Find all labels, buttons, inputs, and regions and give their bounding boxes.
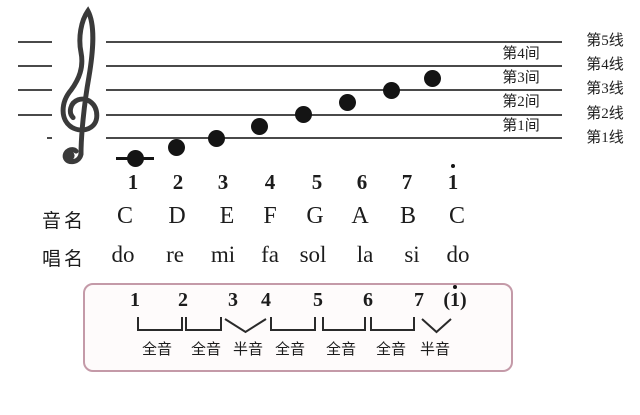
degree-number-6: 6 [356,170,368,194]
note-name-C-high: C [448,203,465,229]
solfege-do-high: do [446,242,470,267]
interval-label-6: 全音 [375,342,406,358]
half-step-v-icon-3-4 [224,318,267,334]
treble-clef-icon [60,6,100,165]
solfege-row-label: 唱名 [42,249,87,270]
whole-step-bracket-4-5 [270,317,316,331]
degree-number-2: 2 [172,170,184,194]
note-dot-2 [168,139,185,156]
interval-label-7: 半音 [419,342,450,358]
box-degree-5: 5 [313,289,323,311]
whole-step-bracket-2-3 [185,317,222,331]
note-dot-7 [383,82,400,99]
interval-label-3: 半音 [232,342,263,358]
line-label-2: 第2线 [586,106,624,122]
degree-number-4: 4 [264,170,276,194]
degree-number-1: 1 [127,170,139,194]
solfege-mi: mi [210,242,236,267]
note-name-B: B [399,203,416,229]
note-name-A: A [351,203,369,229]
half-step-v-icon-7-8 [421,318,452,334]
interval-box: 1 2 3 4 5 6 7 (1) 全音 全音 半音 全音 全音 全音 半音 [83,283,513,372]
whole-step-bracket-1-2 [137,317,183,331]
interval-label-2: 全音 [190,342,221,358]
note-name-E: E [219,203,235,229]
box-degree-2: 2 [178,289,188,311]
note-dot-1 [127,150,144,167]
box-degree-4: 4 [261,289,271,311]
solfege-si: si [404,242,420,267]
staff-line-4 [18,65,562,67]
note-name-C: C [116,203,133,229]
note-dot-4 [251,118,268,135]
note-dot-8 [424,70,441,87]
box-high-octave-dot-icon [453,285,457,289]
solfege-re: re [166,242,184,267]
high-octave-dot-icon [451,164,455,168]
solfege-do: do [111,242,135,267]
note-name-F: F [263,203,277,229]
space-label-4: 第4间 [502,46,540,62]
staff-line-1 [47,137,562,139]
interval-label-1: 全音 [141,342,172,358]
degree-number-3: 3 [217,170,229,194]
solfege-sol: sol [299,242,327,267]
interval-label-4: 全音 [274,342,305,358]
box-degree-8-high-do: (1) [443,289,467,311]
line-label-4: 第4线 [586,57,624,73]
box-degree-3: 3 [228,289,238,311]
solfege-fa: fa [261,242,279,267]
degree-number-5: 5 [311,170,323,194]
space-label-2: 第2间 [502,94,540,110]
note-name-D: D [168,203,186,229]
box-degree-7: 7 [414,289,424,311]
note-dot-5 [295,106,312,123]
space-label-1: 第1间 [502,118,540,134]
solfege-la: la [356,242,374,267]
whole-step-bracket-5-6 [322,317,366,331]
box-degree-1: 1 [130,289,140,311]
note-name-row-label: 音名 [42,211,87,232]
line-label-3: 第3线 [586,81,624,97]
box-degree-6: 6 [363,289,373,311]
interval-label-5: 全音 [325,342,356,358]
note-dot-6 [339,94,356,111]
staff-line-5 [18,41,562,43]
whole-step-bracket-6-7 [370,317,415,331]
note-dot-3 [208,130,225,147]
note-name-G: G [306,203,324,229]
degree-number-7: 7 [401,170,413,194]
staff-line-3 [18,89,562,91]
degree-number-8-high-do: 1 [447,170,459,194]
line-label-1: 第1线 [586,130,624,146]
line-label-5: 第5线 [586,33,624,49]
space-label-3: 第3间 [502,70,540,86]
staff-line-2 [18,114,562,116]
